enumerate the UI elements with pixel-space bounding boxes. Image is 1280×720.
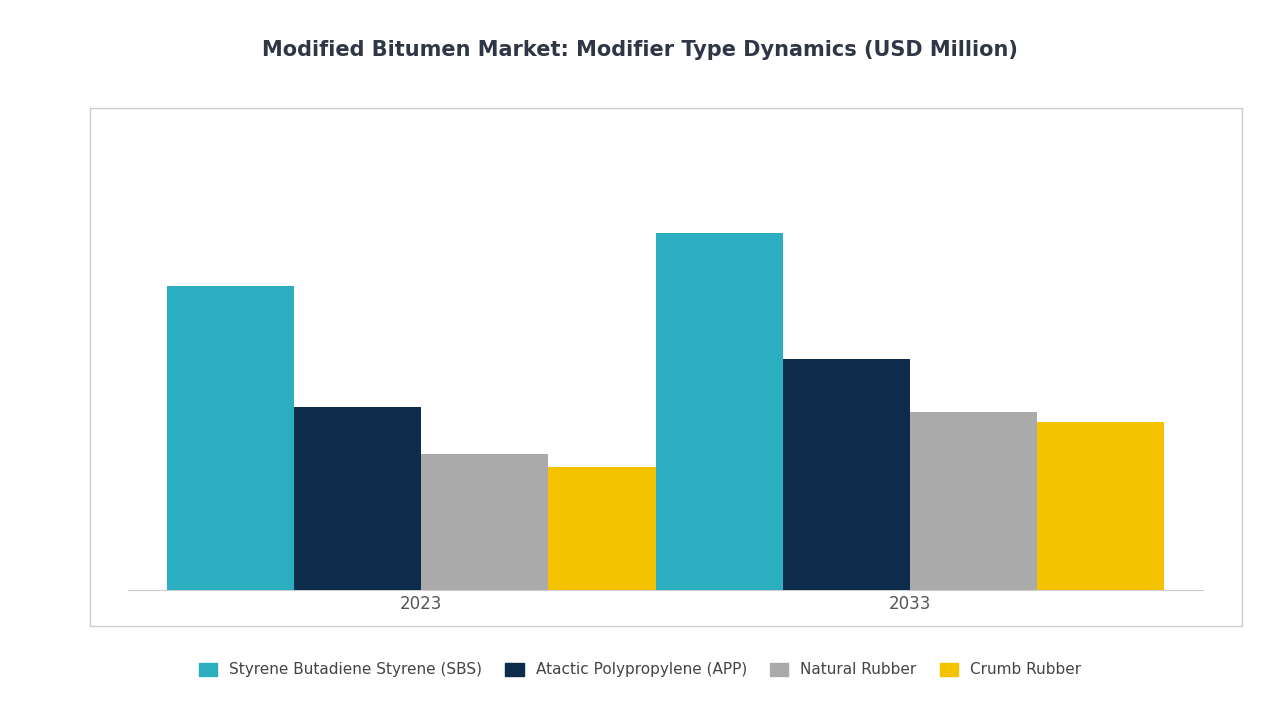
Text: Modified Bitumen Market: Modifier Type Dynamics (USD Million): Modified Bitumen Market: Modifier Type D… bbox=[262, 40, 1018, 60]
Bar bbox=[168, 286, 294, 590]
Legend: Styrene Butadiene Styrene (SBS), Atactic Polypropylene (APP), Natural Rubber, Cr: Styrene Butadiene Styrene (SBS), Atactic… bbox=[192, 657, 1088, 683]
Bar bbox=[655, 233, 783, 590]
Bar bbox=[1037, 423, 1164, 590]
Bar bbox=[910, 412, 1037, 590]
Bar bbox=[783, 359, 910, 590]
Bar bbox=[548, 467, 676, 590]
Bar bbox=[294, 407, 421, 590]
Bar bbox=[421, 454, 548, 590]
